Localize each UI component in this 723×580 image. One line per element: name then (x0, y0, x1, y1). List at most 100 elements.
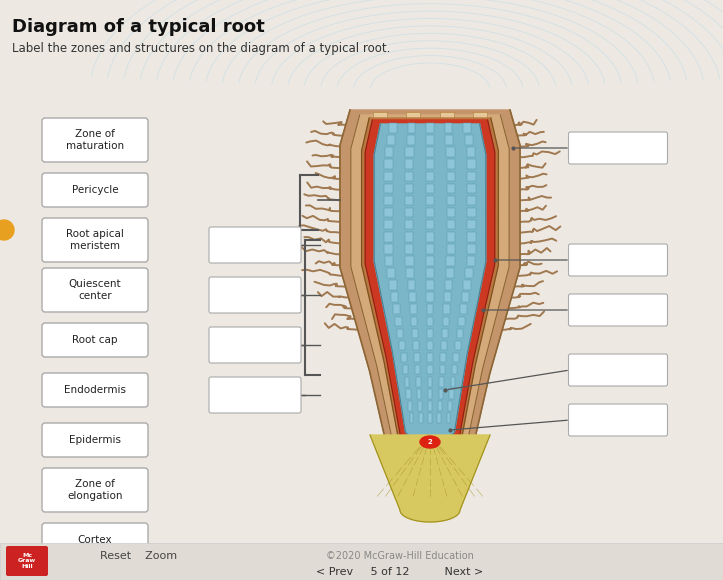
Bar (427, 317, 433, 326)
Bar (391, 292, 398, 302)
Bar (465, 268, 474, 278)
Bar (415, 386, 424, 398)
Bar (416, 401, 424, 414)
Bar (467, 195, 476, 205)
Bar (427, 329, 433, 338)
Bar (440, 295, 453, 307)
Bar (366, 142, 382, 155)
Bar (403, 365, 408, 375)
Bar (406, 112, 420, 124)
Bar (427, 365, 432, 375)
FancyBboxPatch shape (209, 277, 301, 313)
Bar (467, 208, 476, 218)
FancyBboxPatch shape (568, 132, 667, 164)
Bar (366, 234, 382, 246)
Bar (479, 234, 495, 246)
Bar (398, 416, 406, 429)
Bar (408, 292, 416, 302)
FancyBboxPatch shape (42, 373, 148, 407)
Bar (436, 386, 445, 398)
Bar (400, 340, 405, 350)
Bar (403, 142, 419, 155)
Bar (367, 264, 383, 277)
Bar (406, 280, 420, 292)
Bar (447, 220, 455, 230)
Text: Zone of
maturation: Zone of maturation (66, 129, 124, 151)
Bar (366, 203, 382, 216)
FancyBboxPatch shape (42, 268, 148, 312)
Bar (403, 234, 419, 246)
Bar (403, 234, 419, 246)
Bar (448, 401, 452, 411)
Bar (427, 340, 433, 350)
Bar (479, 249, 495, 262)
Bar (393, 386, 402, 398)
Bar (436, 401, 444, 414)
Bar (371, 280, 385, 292)
Bar (447, 208, 455, 218)
Bar (367, 264, 383, 277)
Bar (384, 220, 393, 230)
Bar (410, 325, 422, 338)
Bar (389, 123, 397, 133)
Bar (458, 386, 467, 398)
Bar (445, 135, 453, 145)
Bar (417, 416, 424, 429)
Text: Root apical
meristem: Root apical meristem (66, 229, 124, 251)
Bar (439, 377, 444, 386)
Bar (405, 232, 414, 241)
Bar (426, 195, 435, 205)
Bar (437, 413, 441, 423)
Bar (406, 112, 420, 124)
Bar (479, 158, 495, 170)
Bar (403, 142, 419, 155)
Bar (441, 219, 457, 231)
Bar (390, 371, 401, 383)
Bar (473, 112, 487, 124)
Bar (460, 304, 467, 314)
Bar (467, 160, 476, 169)
Bar (479, 219, 495, 231)
FancyBboxPatch shape (42, 523, 148, 557)
Bar (406, 280, 420, 292)
Bar (385, 256, 393, 266)
Bar (452, 365, 457, 375)
Bar (414, 353, 419, 362)
Bar (440, 353, 446, 362)
Bar (441, 219, 457, 231)
Bar (438, 325, 450, 338)
Bar (0, 543, 723, 580)
Bar (441, 249, 457, 262)
Bar (415, 365, 420, 375)
Bar (441, 234, 457, 246)
FancyBboxPatch shape (42, 218, 148, 262)
Bar (447, 172, 455, 181)
Bar (479, 158, 495, 170)
Bar (396, 401, 404, 414)
Bar (435, 416, 443, 429)
Bar (405, 127, 420, 139)
Bar (366, 173, 382, 185)
FancyBboxPatch shape (568, 244, 667, 276)
Bar (403, 203, 419, 216)
Bar (428, 413, 432, 423)
Bar (401, 353, 406, 362)
Bar (411, 317, 417, 326)
FancyBboxPatch shape (42, 323, 148, 357)
Bar (401, 432, 408, 444)
Bar (426, 244, 435, 253)
FancyBboxPatch shape (568, 354, 667, 386)
Bar (371, 280, 385, 292)
Bar (440, 264, 456, 277)
Bar (436, 386, 445, 398)
Bar (479, 188, 495, 200)
Bar (384, 208, 393, 218)
Bar (462, 356, 472, 368)
FancyBboxPatch shape (42, 423, 148, 457)
Bar (447, 232, 455, 241)
Bar (366, 249, 382, 262)
FancyBboxPatch shape (568, 294, 667, 326)
FancyBboxPatch shape (6, 546, 48, 576)
Bar (405, 244, 414, 253)
Bar (453, 416, 461, 429)
